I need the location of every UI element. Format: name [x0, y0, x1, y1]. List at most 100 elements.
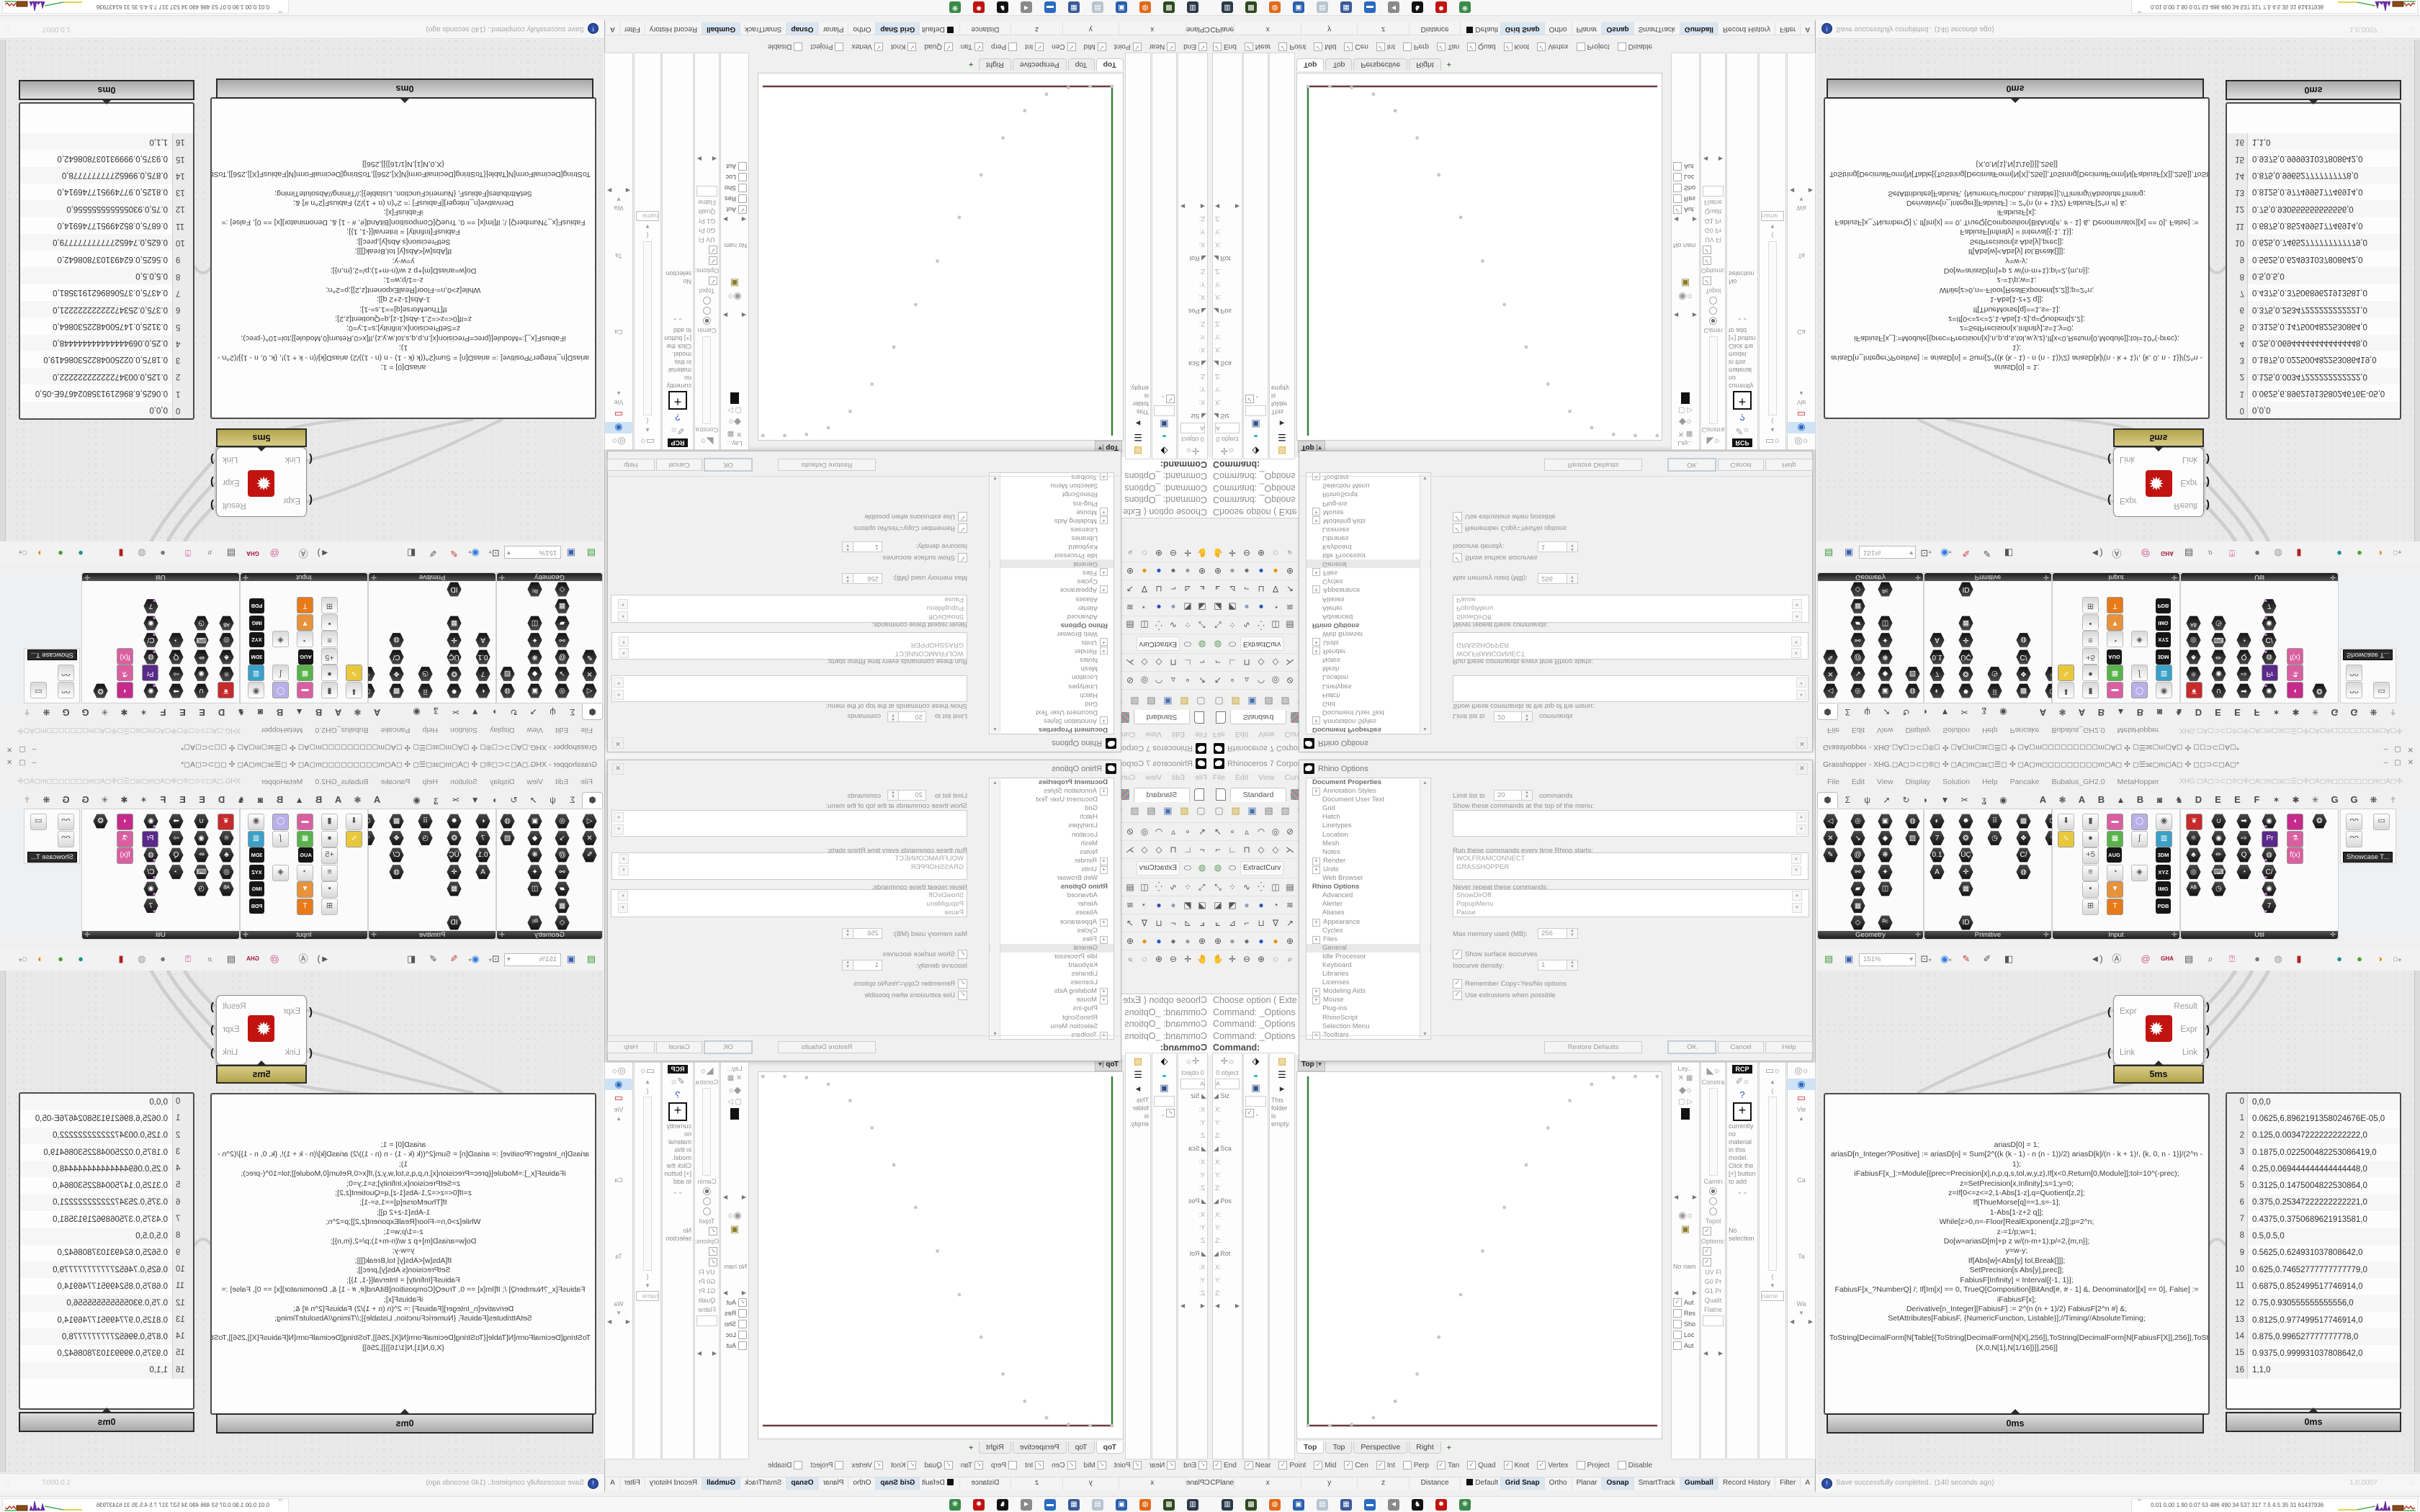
scroll-down-icon[interactable]: ▼ — [645, 1282, 650, 1289]
panel-input[interactable] — [1703, 1315, 1724, 1326]
panel-icon[interactable]: ▸ — [1279, 418, 1285, 429]
restore-defaults-button[interactable]: Restore Defaults — [778, 1041, 876, 1053]
tool-icon[interactable]: ◇ — [1258, 657, 1265, 667]
panel-checkbox-row[interactable]: Loc — [722, 1331, 747, 1339]
tool-icon[interactable]: ⊓ — [1170, 657, 1177, 667]
component-icon-▮[interactable]: ▮ — [321, 682, 338, 698]
tree-item-licenses[interactable]: Licenses — [1070, 525, 1098, 534]
ribbon-tab[interactable]: E — [2234, 707, 2241, 718]
component-icon-⚗[interactable]: ⚗ — [117, 830, 133, 847]
tool-icon[interactable]: ↖ — [1198, 827, 1206, 837]
tree-item-units[interactable]: +Units — [1307, 638, 1430, 647]
help-button[interactable]: Help — [607, 1041, 655, 1053]
ribbon-tab[interactable]: ❋ — [2370, 794, 2378, 805]
wolfram-component[interactable]: ( ( ) ) ) Expr Link Result Expr Link — [2107, 447, 2210, 517]
tree-item-mouse[interactable]: +Mouse — [990, 507, 1113, 516]
component-icon-◉[interactable]: ◉ — [248, 814, 264, 830]
ribbon-tab[interactable]: ✶ — [2272, 794, 2280, 805]
osnap-checkbox[interactable]: ✓ — [1503, 42, 1512, 51]
toggle-ortho[interactable]: Ortho — [1545, 1477, 1572, 1490]
output-nub[interactable]: ) — [210, 499, 214, 511]
component-icon-▦[interactable]: ▦ — [447, 616, 462, 631]
panel-icon-pair[interactable]: ✕ ▦ — [1677, 1074, 1693, 1082]
panel-input[interactable] — [696, 186, 717, 197]
viewport-tab-top[interactable]: Top — [1095, 1441, 1124, 1454]
ribbon-tab[interactable]: ❃ — [354, 707, 362, 718]
scroll-up-icon[interactable]: ▲ — [645, 427, 650, 433]
scroll-up-icon[interactable]: ▲ — [1798, 1115, 1804, 1122]
list-row[interactable]: 12 0.75,0.930555555555556,0 — [2227, 1295, 2400, 1312]
email-icon[interactable]: @ — [269, 548, 279, 559]
list-row[interactable]: 3 0.1875,0.022500482253086419,0 — [2227, 1143, 2400, 1161]
tool-icon[interactable]: ● — [1170, 900, 1176, 910]
tool-icon[interactable]: ⁘ — [1228, 882, 1237, 892]
panel-icon[interactable]: ▣ — [1251, 419, 1260, 430]
panel-checkbox-row[interactable]: ✓ — [1703, 256, 1724, 265]
tree-item-libraries[interactable]: Libraries — [1322, 534, 1349, 542]
panel-header-icon[interactable]: ✐⚙ — [1727, 1076, 1757, 1087]
next-icon[interactable]: ▶ — [1692, 312, 1697, 318]
ribbon-tab[interactable]: ◉ — [413, 707, 421, 718]
section-header[interactable]: ◢ Siz — [1191, 413, 1206, 420]
preview-eye-icon[interactable]: ◉▾ — [1940, 953, 1952, 964]
list-row[interactable]: 8 0.5,0.5,0 — [20, 267, 193, 284]
panel-checkbox-row[interactable]: Aut — [722, 162, 747, 171]
remember-copy-checkbox[interactable]: ✓ — [958, 523, 967, 533]
component-icon-@[interactable]: @ — [555, 649, 570, 665]
component-icon-✸[interactable]: ✸ — [1958, 683, 1973, 698]
component-icon-▭[interactable]: ▭ — [2373, 682, 2390, 698]
tool-icon[interactable]: ⌐ — [1199, 657, 1205, 667]
tree-scrollbar[interactable] — [990, 779, 1000, 1038]
teal-sphere-icon[interactable]: ● — [2336, 953, 2342, 964]
expand-icon[interactable]: + — [1312, 918, 1320, 927]
maximize-icon[interactable]: ▢ — [19, 745, 26, 753]
tree-item-linetypes[interactable]: Linetypes — [1068, 682, 1098, 690]
ribbon-tab[interactable]: ✳ — [2311, 707, 2319, 718]
panel-icon[interactable]: ▸ — [1135, 418, 1141, 429]
osnap-checkbox[interactable]: ✓ — [944, 1461, 953, 1470]
component-icon-▰[interactable]: ▰ — [555, 616, 570, 631]
panel-icon-pair[interactable]: ▢ ▷ — [1678, 406, 1693, 414]
system-monitor-icon[interactable]: ▥ — [1187, 1499, 1198, 1511]
virtualbox-icon[interactable]: ▩ — [1163, 1, 1175, 13]
prev-icon[interactable]: ◀ — [1790, 1318, 1795, 1325]
component-icon-0.1[interactable]: 0.1 — [475, 847, 490, 863]
tree-item-rhino-options[interactable]: Rhino Options — [1060, 883, 1108, 891]
osnap-checkbox[interactable]: ✓ — [1067, 42, 1076, 51]
component-icon-▼[interactable]: ▼ — [297, 881, 313, 898]
restore-defaults-button[interactable]: Restore Defaults — [1544, 1041, 1642, 1053]
next-icon[interactable]: ▶ — [1718, 1350, 1723, 1356]
component-icon-✕[interactable]: ✕ — [1823, 831, 1838, 845]
tool-icon[interactable]: ⊘ — [1126, 675, 1134, 685]
status-cell-z[interactable]: z — [1010, 22, 1062, 35]
component-icon-≡[interactable]: ≡ — [321, 631, 338, 648]
pager-arrows[interactable]: ◀ ▶ — [695, 156, 719, 162]
prev-icon[interactable]: ◀ — [1200, 203, 1205, 210]
panel-icon[interactable]: ▨ — [1133, 1056, 1143, 1066]
cancel-button[interactable]: Cancel — [656, 459, 702, 471]
toggle-planar[interactable]: Planar — [1572, 1477, 1603, 1490]
ribbon-tab[interactable]: ♞ — [237, 707, 245, 718]
component-icon-▦[interactable]: ▦ — [297, 665, 313, 682]
tree-item-plug-ins[interactable]: Plug-ins — [1072, 499, 1098, 508]
points-list-panel[interactable]: ( ) 00,0,010.0625,6.8962191358024676E-05… — [19, 102, 194, 420]
tool-icon[interactable]: ≋ — [1286, 602, 1294, 612]
component-icon-◆[interactable]: ◆ — [527, 667, 542, 682]
expand-icon[interactable]: + — [1100, 507, 1108, 516]
status-cell-cplane[interactable]: CPlane — [1210, 22, 1235, 35]
tool-icon[interactable]: ✋ — [1212, 954, 1224, 964]
component-icon-▰[interactable]: ▰ — [1850, 616, 1865, 631]
tool-icon[interactable]: ⌐ — [1170, 584, 1176, 594]
component-icon-▰[interactable]: ▰ — [555, 881, 570, 896]
scroll-down-icon[interactable]: ▼ — [614, 678, 624, 688]
density-spinner[interactable]: ▲ ▼ — [1567, 960, 1578, 971]
save-icon[interactable]: ▣ — [1163, 696, 1173, 707]
checkbox[interactable] — [1673, 1309, 1682, 1318]
panel-checkbox-row[interactable]: Aut — [1673, 162, 1698, 171]
top-viewport[interactable] — [758, 1071, 1124, 1439]
component-icon-7[interactable]: 7 — [1930, 667, 1945, 682]
panel-input[interactable]: A — [1180, 423, 1205, 433]
expand-icon[interactable]: + — [1100, 716, 1108, 724]
list-row[interactable]: 4 0.25,0.069444444444444448,0 — [20, 334, 193, 351]
ribbon-tab[interactable]: ✂ — [1960, 794, 1968, 805]
